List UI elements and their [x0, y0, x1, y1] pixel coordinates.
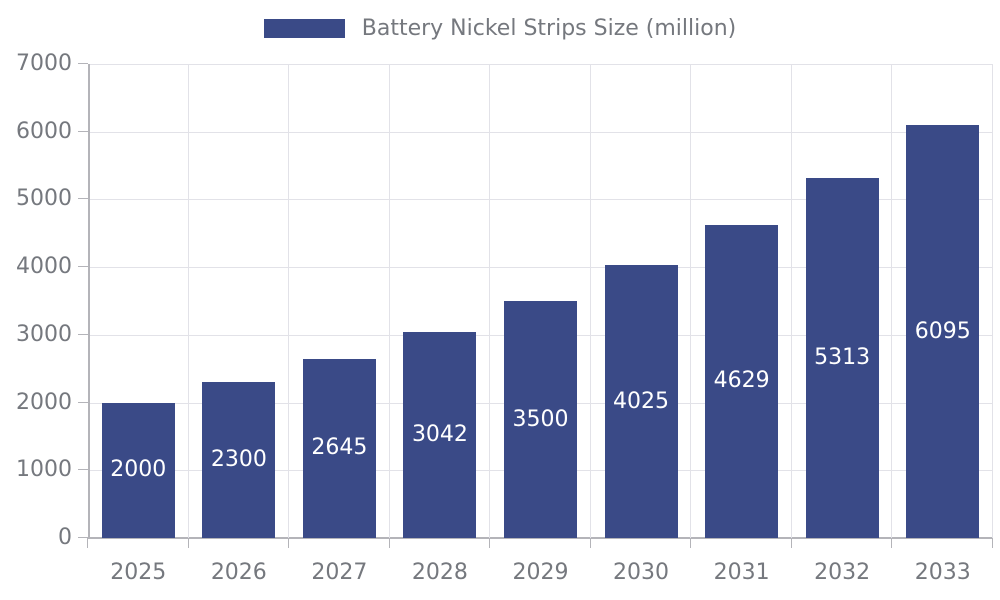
- x-axis-tick: [690, 538, 692, 548]
- x-gridline: [992, 64, 993, 538]
- y-axis-tick-label: 6000: [16, 118, 72, 144]
- bar-value-label: 2645: [311, 435, 368, 461]
- x-axis-tick-label[interactable]: 2028: [411, 560, 468, 585]
- bar-value-label: 4025: [613, 388, 670, 414]
- y-gridline: [88, 131, 993, 133]
- x-gridline: [690, 64, 692, 538]
- bar-2031[interactable]: [705, 224, 779, 538]
- bar-2033[interactable]: [906, 125, 980, 538]
- y-axis-tick: [78, 333, 88, 335]
- x-axis-tick-label[interactable]: 2025: [110, 560, 167, 585]
- bar-value-label: 5313: [814, 345, 871, 371]
- x-axis-tick-label[interactable]: 2027: [311, 560, 368, 585]
- bar-2027[interactable]: [302, 358, 376, 538]
- y-axis-tick-label: 4000: [16, 254, 72, 280]
- x-axis-tick-label[interactable]: 2033: [914, 560, 971, 585]
- x-axis-tick: [489, 538, 491, 548]
- x-axis-tick: [388, 538, 390, 548]
- y-axis-tick: [78, 537, 88, 538]
- x-axis-tick: [891, 538, 893, 548]
- bar-value-label: 3042: [411, 422, 468, 447]
- x-axis-tick: [790, 538, 792, 548]
- bar-value-label: 6095: [914, 318, 971, 344]
- y-axis-tick: [78, 469, 88, 471]
- x-axis-tick: [187, 538, 189, 548]
- bar-value-label: 3500: [512, 406, 569, 432]
- bar-2026[interactable]: [202, 382, 276, 538]
- y-axis-tick: [78, 198, 88, 200]
- x-axis-tick-label[interactable]: 2032: [814, 560, 871, 585]
- x-axis-tick-label[interactable]: 2031: [713, 560, 770, 585]
- x-axis-tick: [87, 538, 88, 548]
- y-axis-tick-label: 1000: [16, 457, 72, 483]
- y-gridline: [88, 267, 993, 269]
- x-axis-tick-label[interactable]: 2029: [512, 560, 569, 585]
- legend-swatch: [263, 19, 345, 38]
- bar-value-label: 4629: [713, 368, 770, 394]
- x-gridline: [489, 64, 491, 538]
- x-axis-tick: [288, 538, 290, 548]
- x-gridline: [891, 64, 893, 538]
- bar-2030[interactable]: [604, 265, 678, 538]
- bar-2025[interactable]: [101, 402, 175, 538]
- y-axis-tick-label: 0: [58, 525, 72, 550]
- bar-2032[interactable]: [805, 178, 879, 538]
- x-gridline: [589, 64, 591, 538]
- x-gridline: [187, 64, 189, 538]
- y-axis-tick: [78, 130, 88, 132]
- y-axis-tick: [78, 63, 88, 64]
- y-axis-line: [88, 64, 90, 538]
- x-gridline: [790, 64, 792, 538]
- bar-2029[interactable]: [504, 301, 577, 538]
- y-axis-tick-label: 3000: [16, 321, 72, 347]
- x-gridline: [388, 64, 390, 538]
- x-axis-tick-label[interactable]: 2030: [613, 560, 670, 585]
- y-gridline: [88, 199, 993, 201]
- x-axis-tick-label[interactable]: 2026: [210, 560, 267, 585]
- y-axis-tick-label: 7000: [16, 51, 72, 76]
- y-axis-tick: [78, 266, 88, 268]
- legend[interactable]: Battery Nickel Strips Size (million): [0, 16, 1000, 41]
- y-gridline: [88, 64, 993, 65]
- y-axis-tick-label: 2000: [16, 389, 72, 415]
- x-gridline: [288, 64, 290, 538]
- legend-label: Battery Nickel Strips Size (million): [361, 16, 737, 41]
- bar-value-label: 2000: [110, 457, 167, 483]
- y-axis-tick-label: 5000: [16, 186, 72, 212]
- x-axis-tick: [992, 538, 993, 548]
- y-axis-tick: [78, 401, 88, 403]
- bar-value-label: 2300: [210, 447, 267, 473]
- bar-2028[interactable]: [403, 332, 477, 538]
- plot-area: 2000 2300 2645 3042 3500 4025 4629 5313 6095: [88, 64, 993, 539]
- x-axis-line: [88, 537, 993, 539]
- x-axis-tick: [589, 538, 591, 548]
